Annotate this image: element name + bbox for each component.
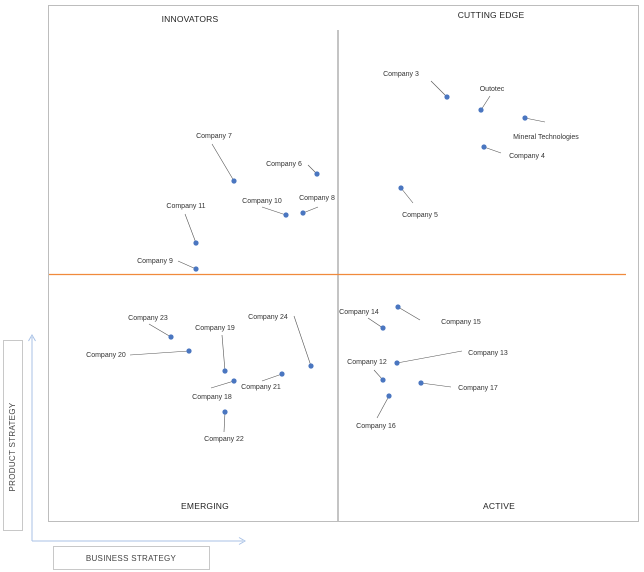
label-company-6: Company 6	[266, 161, 302, 168]
callout-line-outotec	[480, 95, 491, 111]
label-company-10: Company 10	[242, 198, 282, 205]
quadrant-label-innovators: INNOVATORS	[162, 14, 219, 24]
callout-line-company-20	[129, 350, 190, 356]
label-company-11: Company 11	[166, 203, 205, 210]
callout-line-company-8	[302, 206, 319, 214]
quadrant-label-emerging: EMERGING	[181, 501, 229, 511]
label-company-19: Company 19	[195, 325, 235, 332]
label-company-9: Company 9	[137, 258, 173, 265]
callout-lines	[129, 80, 546, 433]
point-company-14	[380, 325, 386, 331]
x-axis-label: BUSINESS STRATEGY	[86, 554, 177, 563]
point-company-6	[314, 171, 320, 177]
point-company-15	[395, 304, 401, 310]
callout-line-company-18	[210, 380, 235, 389]
label-company-7: Company 7	[196, 133, 232, 140]
label-company-3: Company 3	[383, 71, 419, 78]
point-company-24	[308, 363, 314, 369]
point-company-7	[231, 178, 237, 184]
label-company-16: Company 16	[356, 423, 396, 430]
label-company-18: Company 18	[192, 394, 232, 401]
callout-line-company-22	[223, 411, 226, 433]
point-outotec	[478, 107, 484, 113]
point-company-18	[231, 378, 237, 384]
quadrant-label-cutting-edge: CUTTING EDGE	[458, 10, 525, 20]
label-company-14: Company 14	[339, 309, 379, 316]
callout-line-company-10	[261, 206, 287, 216]
callout-line-company-24	[293, 315, 312, 367]
callout-line-company-11	[184, 213, 197, 244]
callout-line-company-14	[367, 317, 384, 329]
callout-line-company-17	[420, 382, 452, 388]
point-company-13	[394, 360, 400, 366]
label-company-4: Company 4	[509, 153, 545, 160]
label-company-15: Company 15	[441, 319, 481, 326]
label-outotec: Outotec	[480, 86, 505, 93]
callout-line-company-9	[177, 260, 197, 270]
company-points	[168, 94, 528, 415]
label-company-12: Company 12	[347, 359, 387, 366]
callout-line-company-16	[376, 395, 390, 419]
label-company-23: Company 23	[128, 315, 168, 322]
callout-line-mineral-technologies	[524, 117, 546, 123]
label-company-5: Company 5	[402, 212, 438, 219]
company-labels: Company 3 Outotec Mineral Technologies Comp…	[86, 71, 579, 443]
callout-line-company-15	[397, 306, 421, 321]
point-company-11	[193, 240, 199, 246]
point-company-10	[283, 212, 289, 218]
x-axis-arrowhead	[238, 537, 246, 545]
callout-line-company-13	[396, 350, 463, 364]
label-company-21: Company 21	[241, 384, 281, 391]
point-company-12	[380, 377, 386, 383]
callout-line-company-21	[261, 373, 283, 382]
callout-line-company-5	[400, 187, 414, 204]
callout-line-company-19	[221, 334, 226, 372]
point-company-22	[222, 409, 228, 415]
point-company-9	[193, 266, 199, 272]
point-company-23	[168, 334, 174, 340]
y-axis-label: PRODUCT STRATEGY	[8, 402, 17, 491]
label-company-24: Company 24	[248, 314, 288, 321]
callout-line-company-3	[430, 80, 448, 98]
x-axis-label-box	[53, 546, 210, 570]
y-axis-arrowhead	[28, 334, 36, 342]
label-company-8: Company 8	[299, 195, 335, 202]
point-company-5	[398, 185, 404, 191]
label-mineral-technologies: Mineral Technologies	[513, 134, 579, 141]
point-company-16	[386, 393, 392, 399]
callout-line-company-23	[148, 323, 172, 338]
label-company-20: Company 20	[86, 352, 126, 359]
point-company-21	[279, 371, 285, 377]
point-company-19	[222, 368, 228, 374]
label-company-22: Company 22	[204, 436, 244, 443]
point-company-4	[481, 144, 487, 150]
point-company-3	[444, 94, 450, 100]
callout-line-company-4	[483, 146, 502, 154]
quadrant-label-active: ACTIVE	[483, 501, 515, 511]
label-company-17: Company 17	[458, 385, 498, 392]
point-company-17	[418, 380, 424, 386]
matrix-frame	[48, 5, 639, 522]
y-axis-label-box	[3, 340, 23, 531]
point-company-20	[186, 348, 192, 354]
callout-line-company-7	[211, 143, 235, 182]
label-company-13: Company 13	[468, 350, 508, 357]
point-company-8	[300, 210, 306, 216]
point-mineral-technologies	[522, 115, 528, 121]
